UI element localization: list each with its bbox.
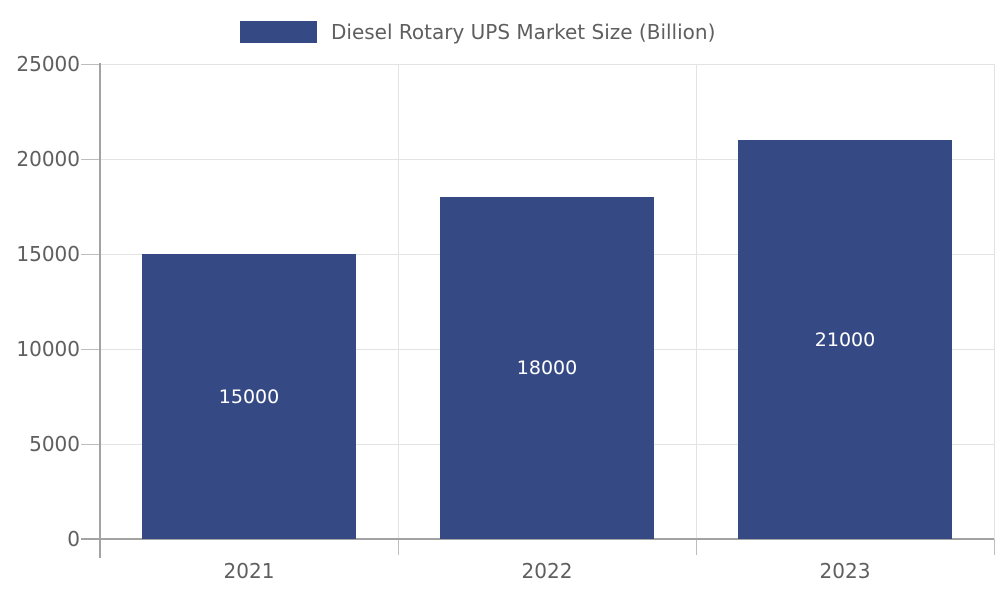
bar-2023 — [738, 140, 952, 539]
gridline-y — [100, 64, 994, 65]
y-axis-tick-label: 15000 — [16, 242, 80, 266]
x-axis-tick-label: 2023 — [819, 559, 871, 583]
x-axis-tick-label: 2021 — [223, 559, 275, 583]
y-axis-tick — [81, 254, 100, 255]
y-axis-tick — [81, 64, 100, 65]
y-axis-tick-label: 0 — [67, 527, 80, 551]
bar-2021 — [142, 254, 356, 539]
x-axis-tick — [398, 539, 399, 555]
x-axis-line — [81, 538, 994, 540]
bar-value-label: 18000 — [516, 357, 578, 379]
gridline-x — [994, 64, 995, 539]
gridline-x — [696, 64, 697, 539]
y-axis-tick — [81, 444, 100, 445]
y-axis-tick-label: 10000 — [16, 337, 80, 361]
legend[interactable]: Diesel Rotary UPS Market Size (Billion) — [240, 20, 715, 44]
gridline-y — [100, 159, 994, 160]
bar-value-label: 21000 — [814, 329, 876, 351]
bar-2022 — [440, 197, 654, 539]
y-axis-tick — [81, 349, 100, 350]
legend-swatch-icon — [240, 21, 317, 43]
gridline-x — [398, 64, 399, 539]
x-axis-tick — [994, 539, 995, 555]
x-axis-tick — [696, 539, 697, 555]
x-axis-tick-label: 2022 — [521, 559, 573, 583]
y-axis-tick-label: 25000 — [16, 52, 80, 76]
y-axis-tick — [81, 159, 100, 160]
y-axis-tick-label: 5000 — [29, 432, 80, 456]
y-axis-tick-label: 20000 — [16, 147, 80, 171]
bar-value-label: 15000 — [218, 386, 280, 408]
legend-label: Diesel Rotary UPS Market Size (Billion) — [331, 20, 716, 44]
y-axis-line — [99, 63, 101, 558]
